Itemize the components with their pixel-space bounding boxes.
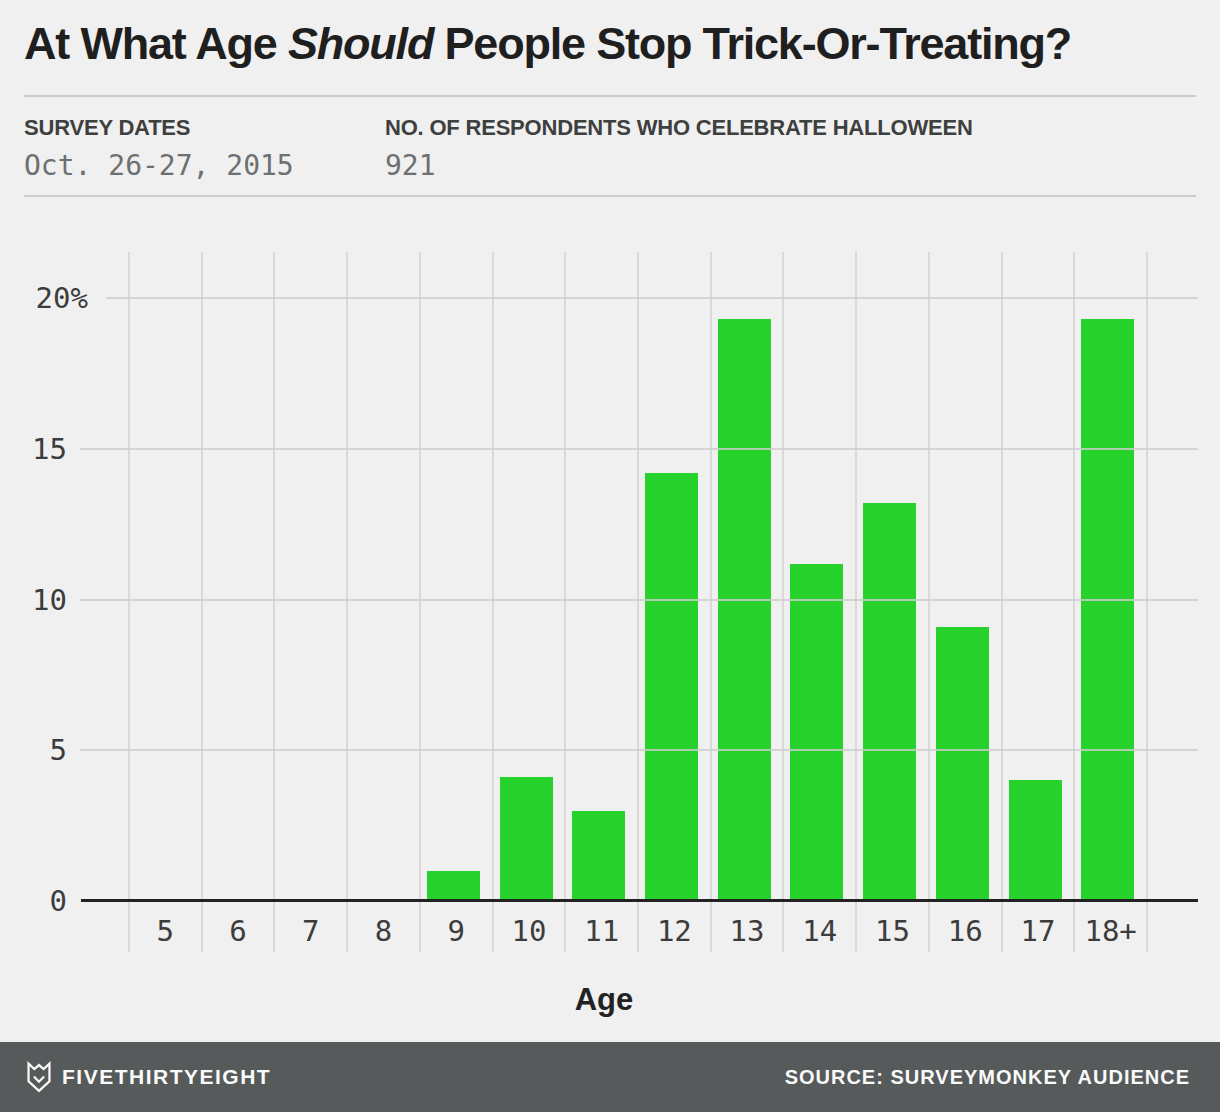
v-gridline <box>1146 252 1148 952</box>
brand-wordmark: FIVETHIRTYEIGHT <box>62 1065 271 1089</box>
v-gridline <box>855 252 857 952</box>
h-gridline <box>106 297 1198 299</box>
chart-card: At What Age Should People Stop Trick-Or-… <box>0 0 1220 1112</box>
v-gridline <box>564 252 566 952</box>
h-gridline <box>80 448 1198 450</box>
v-gridline <box>128 252 130 952</box>
source-text: SOURCE: SURVEYMONKEY AUDIENCE <box>785 1042 1190 1112</box>
v-gridline <box>419 252 421 952</box>
bar <box>790 564 843 901</box>
bar <box>863 503 916 901</box>
bar <box>427 871 480 901</box>
h-gridline <box>80 599 1198 601</box>
x-tick-label: 18+ <box>1066 915 1156 947</box>
v-gridline <box>710 252 712 952</box>
h-gridline <box>80 749 1198 751</box>
y-tick-label: 10 <box>0 585 67 615</box>
y-tick-label: 5 <box>0 735 67 765</box>
y-tick-label: 0 <box>0 886 67 916</box>
v-gridline <box>1073 252 1075 952</box>
brand: FIVETHIRTYEIGHT <box>26 1061 271 1093</box>
x-axis-line <box>81 899 1198 902</box>
plot-area: 05101520%56789101112131415161718+ <box>0 0 1220 1112</box>
bar <box>718 319 771 901</box>
v-gridline <box>637 252 639 952</box>
bar <box>1009 780 1062 901</box>
v-gridline <box>201 252 203 952</box>
bar <box>500 777 553 901</box>
bar <box>1081 319 1134 901</box>
v-gridline <box>492 252 494 952</box>
x-axis-title: Age <box>404 982 804 1018</box>
fivethirtyeight-fox-logo-icon <box>26 1061 52 1093</box>
y-tick-label: 15 <box>0 434 67 464</box>
footer-bar: FIVETHIRTYEIGHT SOURCE: SURVEYMONKEY AUD… <box>0 1042 1220 1112</box>
v-gridline <box>273 252 275 952</box>
bar <box>936 627 989 901</box>
bar <box>645 473 698 901</box>
v-gridline <box>928 252 930 952</box>
bar <box>572 811 625 901</box>
v-gridline <box>346 252 348 952</box>
y-tick-label: 20% <box>0 283 88 313</box>
v-gridline <box>782 252 784 952</box>
v-gridline <box>1001 252 1003 952</box>
